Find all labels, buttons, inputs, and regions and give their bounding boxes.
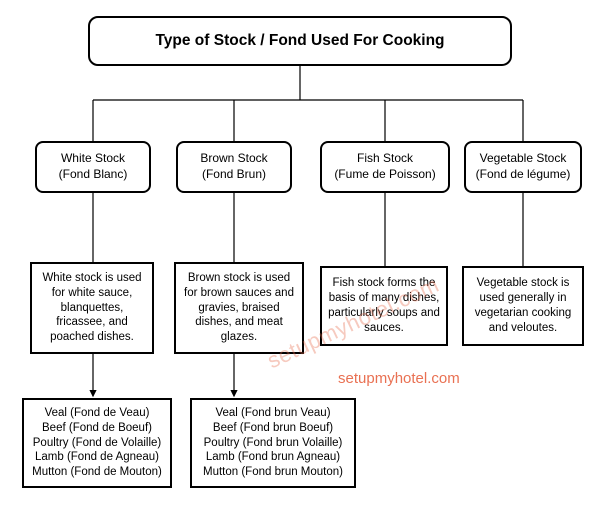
- desc-white-stock: White stock is used for white sauce, bla…: [30, 262, 154, 354]
- ex-line: Lamb (Fond brun Agneau): [206, 450, 340, 465]
- ex-line: Lamb (Fond de Agneau): [35, 450, 159, 465]
- category-fish-stock: Fish Stock (Fume de Poisson): [320, 141, 450, 193]
- ex-line: Beef (Fond brun Boeuf): [213, 421, 333, 436]
- cat-name: Fish Stock: [357, 151, 413, 167]
- ex-line: Mutton (Fond de Mouton): [32, 465, 162, 480]
- title-text: Type of Stock / Fond Used For Cooking: [155, 31, 444, 51]
- cat-name: White Stock: [61, 151, 125, 167]
- cat-sub: (Fond Blanc): [59, 167, 128, 183]
- ex-line: Mutton (Fond brun Mouton): [203, 465, 343, 480]
- cat-sub: (Fond Brun): [202, 167, 266, 183]
- ex-line: Poultry (Fond de Volaille): [33, 436, 161, 451]
- watermark-flat: setupmyhotel.com: [338, 370, 460, 387]
- desc-text: Brown stock is used for brown sauces and…: [180, 271, 298, 346]
- desc-text: Fish stock forms the basis of many dishe…: [326, 276, 442, 336]
- cat-sub: (Fond de légume): [476, 167, 571, 183]
- desc-fish-stock: Fish stock forms the basis of many dishe…: [320, 266, 448, 346]
- desc-vegetable-stock: Vegetable stock is used generally in veg…: [462, 266, 584, 346]
- category-white-stock: White Stock (Fond Blanc): [35, 141, 151, 193]
- ex-line: Beef (Fond de Boeuf): [42, 421, 152, 436]
- ex-line: Veal (Fond brun Veau): [215, 406, 330, 421]
- cat-name: Brown Stock: [200, 151, 267, 167]
- desc-text: White stock is used for white sauce, bla…: [36, 271, 148, 346]
- cat-name: Vegetable Stock: [480, 151, 567, 167]
- ex-line: Poultry (Fond brun Volaille): [204, 436, 343, 451]
- title-box: Type of Stock / Fond Used For Cooking: [88, 16, 512, 66]
- examples-white-stock: Veal (Fond de Veau) Beef (Fond de Boeuf)…: [22, 398, 172, 488]
- desc-text: Vegetable stock is used generally in veg…: [468, 276, 578, 336]
- category-brown-stock: Brown Stock (Fond Brun): [176, 141, 292, 193]
- examples-brown-stock: Veal (Fond brun Veau) Beef (Fond brun Bo…: [190, 398, 356, 488]
- desc-brown-stock: Brown stock is used for brown sauces and…: [174, 262, 304, 354]
- category-vegetable-stock: Vegetable Stock (Fond de légume): [464, 141, 582, 193]
- cat-sub: (Fume de Poisson): [334, 167, 435, 183]
- ex-line: Veal (Fond de Veau): [45, 406, 150, 421]
